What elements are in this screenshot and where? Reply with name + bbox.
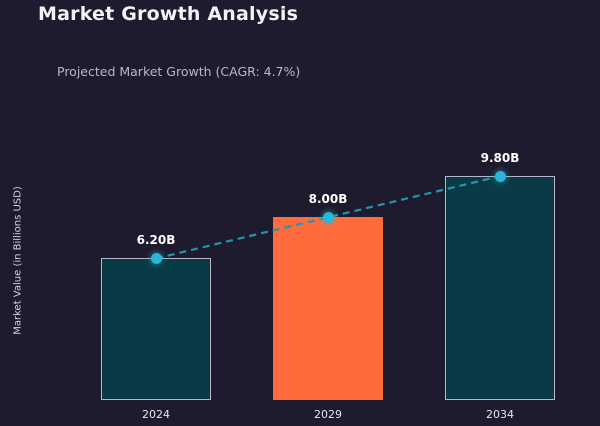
bar-2029[interactable] [272,217,384,400]
y-axis-title: Market Value (in Billions USD) [12,186,24,335]
trend-marker-2024[interactable] [150,252,162,264]
x-axis-tick-label: 2034 [486,408,514,421]
data-label-2034: 9.80B [480,151,520,166]
trend-marker-2034[interactable] [494,170,506,182]
data-label-2029: 8.00B [308,192,348,207]
x-axis-tick-label: 2024 [142,408,170,421]
bar-2024[interactable] [100,258,212,400]
chart-subtitle: Projected Market Growth (CAGR: 4.7%) [57,64,301,79]
x-axis-tick-label: 2029 [314,408,342,421]
plot-area: 0.00B2.00B4.00B6.00B8.00B10.00B12.00B 6.… [70,126,586,421]
trend-marker-2029[interactable] [322,211,334,223]
bar-2034[interactable] [444,176,556,400]
chart-title: Market Growth Analysis [38,3,299,25]
data-label-2024: 6.20B [136,233,176,248]
